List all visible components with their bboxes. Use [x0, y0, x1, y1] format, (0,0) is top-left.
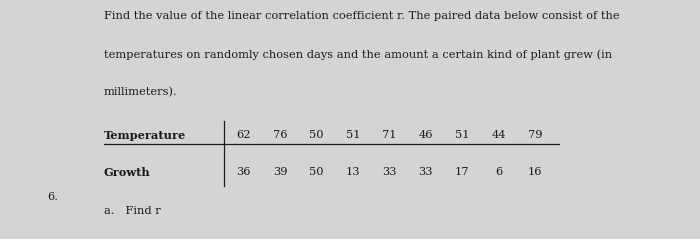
Text: 50: 50: [309, 167, 323, 177]
Text: millimeters).: millimeters).: [104, 87, 177, 98]
Text: 51: 51: [346, 130, 360, 140]
Text: 33: 33: [419, 167, 433, 177]
Text: a.   Find r: a. Find r: [104, 206, 160, 216]
Text: 33: 33: [382, 167, 396, 177]
Text: 36: 36: [237, 167, 251, 177]
Text: Find the value of the linear correlation coefficient r. The paired data below co: Find the value of the linear correlation…: [104, 11, 620, 21]
Text: 79: 79: [528, 130, 542, 140]
Text: 13: 13: [346, 167, 360, 177]
Text: 71: 71: [382, 130, 396, 140]
Text: 39: 39: [273, 167, 287, 177]
Text: Temperature: Temperature: [104, 130, 186, 141]
Text: temperatures on randomly chosen days and the amount a certain kind of plant grew: temperatures on randomly chosen days and…: [104, 49, 612, 60]
Text: 6: 6: [495, 167, 502, 177]
Text: 62: 62: [237, 130, 251, 140]
Text: 16: 16: [528, 167, 542, 177]
Text: 50: 50: [309, 130, 323, 140]
Text: 44: 44: [491, 130, 505, 140]
Text: 6.: 6.: [48, 192, 59, 202]
Text: 17: 17: [455, 167, 469, 177]
Text: 76: 76: [273, 130, 287, 140]
Text: 51: 51: [455, 130, 469, 140]
Text: 46: 46: [419, 130, 433, 140]
Text: Growth: Growth: [104, 167, 150, 178]
